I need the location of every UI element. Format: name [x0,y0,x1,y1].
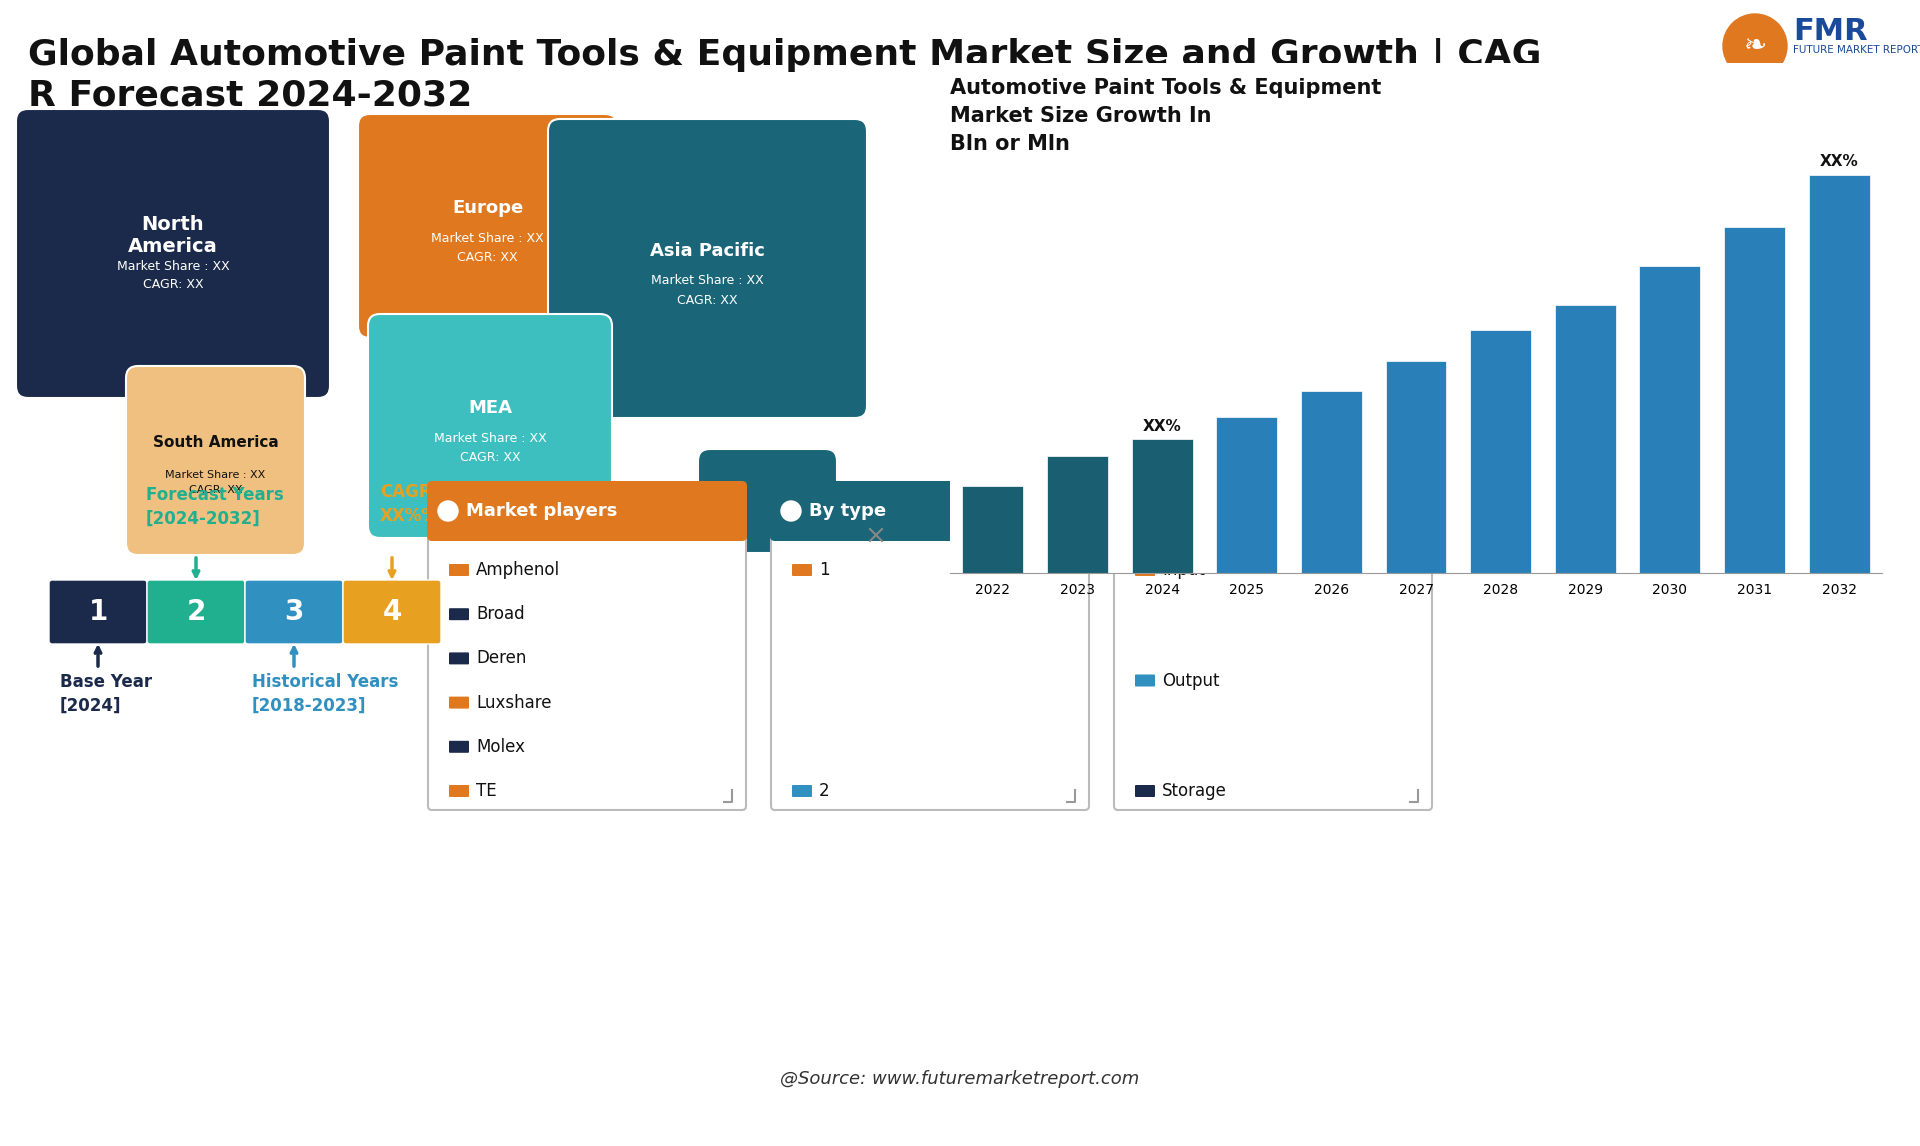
Text: 1: 1 [88,598,108,626]
Text: Asia Pacific: Asia Pacific [651,242,764,259]
Text: Forecast Years
[2024-2032]: Forecast Years [2024-2032] [146,486,284,528]
FancyBboxPatch shape [449,740,468,753]
Text: Output: Output [1162,672,1219,690]
FancyBboxPatch shape [449,609,468,620]
FancyBboxPatch shape [772,536,1089,810]
FancyBboxPatch shape [1114,536,1432,810]
Bar [1131,439,1192,573]
FancyBboxPatch shape [1135,675,1156,686]
FancyBboxPatch shape [791,564,812,576]
Text: 3: 3 [284,598,303,626]
Text: MEA: MEA [468,399,513,417]
FancyBboxPatch shape [344,580,442,644]
Text: South America: South America [152,435,278,450]
Text: XX%: XX% [1820,155,1859,170]
Text: Market Share : XX
CAGR: XX: Market Share : XX CAGR: XX [651,275,764,306]
Text: Base Year
[2024]: Base Year [2024] [60,673,152,715]
Bar [962,486,1023,573]
Text: FMR: FMR [1793,17,1868,47]
Text: Molex: Molex [476,738,524,756]
Bar [1386,361,1446,573]
Bar [1215,417,1277,573]
Bar [1471,330,1530,573]
Text: Historical Years
[2018-2023]: Historical Years [2018-2023] [252,673,397,715]
Text: 1: 1 [820,562,829,579]
FancyBboxPatch shape [369,314,612,537]
Text: ❧: ❧ [1743,32,1766,60]
FancyBboxPatch shape [1135,564,1156,576]
Circle shape [1722,14,1788,78]
Text: CAGR
XX%%: CAGR XX%% [380,484,440,525]
FancyBboxPatch shape [770,481,1091,541]
Text: 2: 2 [820,782,829,800]
Bar [1302,391,1361,573]
Text: Market Share : XX
CAGR: XX: Market Share : XX CAGR: XX [434,432,547,464]
FancyBboxPatch shape [15,109,330,398]
Bar [1640,266,1701,573]
FancyBboxPatch shape [791,785,812,796]
Bar [1724,227,1786,573]
Text: Market Share : XX
CAGR: XX: Market Share : XX CAGR: XX [432,231,543,264]
Text: R Forecast 2024-2032: R Forecast 2024-2032 [29,78,472,112]
Text: TE: TE [476,782,497,800]
Text: 2: 2 [186,598,205,626]
Text: Global Automotive Paint Tools & Equipment Market Size and Growth | CAG: Global Automotive Paint Tools & Equipmen… [29,38,1542,74]
FancyBboxPatch shape [699,449,837,554]
FancyBboxPatch shape [426,481,747,541]
Text: Storage: Storage [1162,782,1227,800]
Text: @Source: www.futuremarketreport.com: @Source: www.futuremarketreport.com [780,1070,1140,1088]
Circle shape [781,501,801,521]
FancyBboxPatch shape [357,113,616,338]
Text: Deren: Deren [476,650,526,667]
FancyBboxPatch shape [1114,481,1432,541]
Text: FUTURE MARKET REPORT: FUTURE MARKET REPORT [1793,45,1920,55]
Text: By type: By type [808,502,887,520]
FancyBboxPatch shape [449,564,468,576]
Bar [1046,456,1108,573]
FancyBboxPatch shape [246,580,344,644]
Bar [1555,305,1617,573]
Bar [1809,174,1870,573]
Text: Market Share : XX
CAGR: XX: Market Share : XX CAGR: XX [117,259,228,291]
Text: Luxshare: Luxshare [476,693,551,712]
FancyBboxPatch shape [1135,785,1156,796]
FancyBboxPatch shape [428,536,747,810]
FancyBboxPatch shape [50,580,148,644]
Text: North
America: North America [129,215,217,256]
Circle shape [1123,501,1144,521]
FancyBboxPatch shape [148,580,246,644]
Text: Automotive Paint Tools & Equipment
Market Size Growth In
Bln or Mln: Automotive Paint Tools & Equipment Marke… [950,78,1382,155]
Text: Europe: Europe [451,199,522,217]
Text: Broad: Broad [476,605,524,623]
FancyBboxPatch shape [547,119,868,418]
FancyBboxPatch shape [127,366,305,555]
Text: Amphenol: Amphenol [476,562,561,579]
Text: 4: 4 [382,598,401,626]
FancyBboxPatch shape [449,697,468,708]
Text: By application: By application [1152,502,1296,520]
Text: Market players: Market players [467,502,618,520]
FancyBboxPatch shape [449,652,468,665]
FancyBboxPatch shape [449,785,468,796]
Circle shape [438,501,459,521]
Text: Input: Input [1162,562,1206,579]
Text: Market Share : XX
CAGR: XX: Market Share : XX CAGR: XX [165,470,265,495]
Text: XX%: XX% [1142,418,1181,433]
